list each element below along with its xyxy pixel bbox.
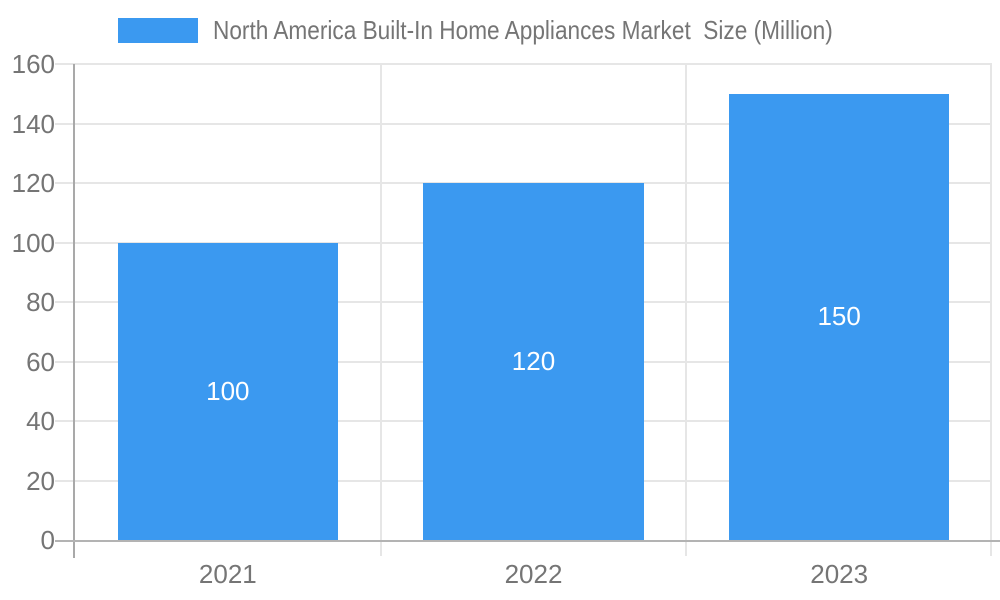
y-axis-line: [73, 64, 75, 558]
y-axis-tick-label: 100: [11, 227, 55, 258]
bar-2022[interactable]: 120: [423, 183, 644, 540]
y-axis-tick-label: 40: [26, 406, 55, 436]
y-axis-tick-label: 0: [40, 525, 55, 555]
bar-2023[interactable]: 150: [729, 93, 950, 540]
plot-right-border: [990, 64, 992, 556]
legend-swatch: [118, 18, 198, 43]
plot-area: 0 20 40 60 80 100 120 140 160 100 2021 120 2022 150 20…: [12, 49, 1000, 588]
bar-2021[interactable]: 100: [117, 242, 338, 540]
x-axis-tick-label: 2023: [810, 559, 869, 589]
y-axis-tick-label: 160: [11, 49, 55, 79]
y-axis-tick-label: 20: [26, 465, 55, 496]
x-axis-tick-label: 2021: [198, 559, 257, 589]
gridline-x-boundary: [685, 64, 688, 556]
gridline-y-160: [55, 63, 992, 65]
y-axis-tick-label: 60: [26, 346, 55, 377]
gridline-y-140: [55, 122, 992, 125]
x-axis-tick-label: 2022: [504, 559, 563, 589]
y-axis-tick-label: 120: [11, 168, 55, 198]
bar-value-label: 100: [206, 375, 250, 406]
bar-value-label: 120: [511, 346, 556, 376]
y-axis-tick-label: 140: [11, 108, 55, 139]
gridline-x-boundary: [379, 64, 382, 556]
x-axis-line: [55, 540, 1000, 542]
legend-label: North America Built-In Home Appliances M…: [213, 15, 833, 45]
bar-value-label: 150: [817, 301, 861, 332]
chart-legend[interactable]: North America Built-In Home Appliances M…: [118, 17, 925, 44]
y-axis-tick-label: 80: [26, 287, 55, 317]
